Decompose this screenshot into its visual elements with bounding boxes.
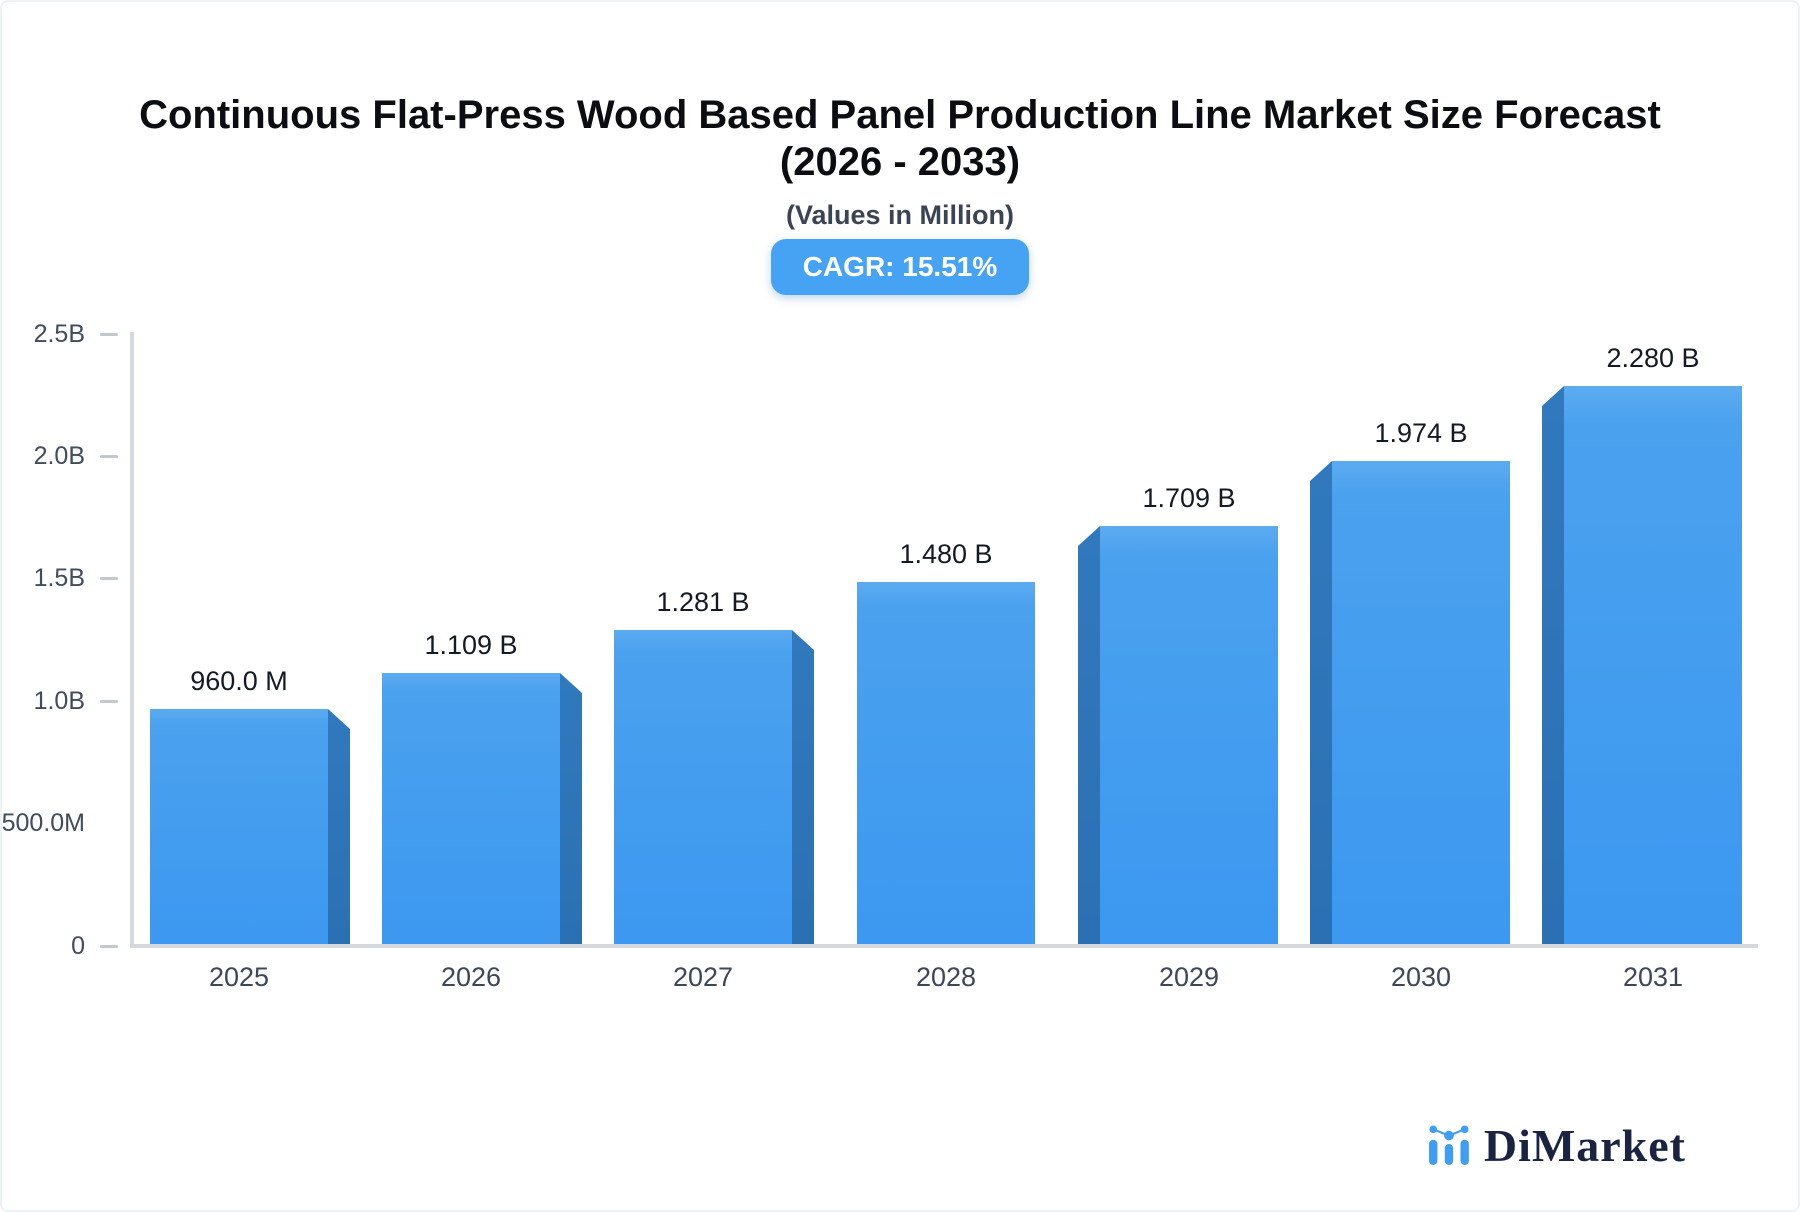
bar-2027 xyxy=(614,630,792,944)
y-tick-label: 1.0B xyxy=(33,686,85,715)
bar-2028 xyxy=(857,582,1035,944)
brand-logo-text: DiMarket xyxy=(1483,1120,1686,1172)
x-tick-label-2025: 2025 xyxy=(208,962,270,992)
x-tick-label-2027: 2027 xyxy=(672,962,734,992)
bar-2031 xyxy=(1564,386,1742,944)
y-tick: 1.5B xyxy=(34,564,118,594)
bar-slot: 1.974 B 2030 xyxy=(1294,332,1526,992)
y-tick-mark xyxy=(100,577,118,581)
bar-3d-side xyxy=(328,709,350,944)
y-tick-mark xyxy=(100,699,118,703)
y-tick-label: 0 xyxy=(71,931,85,960)
chart-subtitle: (Values in Million) xyxy=(785,200,1015,231)
bar-slot: 2.280 B 2031 xyxy=(1526,332,1758,992)
y-tick-label: 500.0M xyxy=(1,809,85,838)
bar-chart-dots-icon xyxy=(1428,1125,1469,1165)
y-tick: 500.0M xyxy=(2,809,118,839)
y-tick: 2.0B xyxy=(34,441,118,471)
bar-slots: 960.0 M 2025 1.109 B 2026 1.281 B 2027 1.480 B… xyxy=(134,332,1758,992)
bar-group-2031: 2.280 B 2031 xyxy=(1542,332,1742,992)
bar-group-2027: 1.281 B 2027 xyxy=(614,332,814,992)
y-tick-mark xyxy=(100,454,118,458)
bar-3d-side xyxy=(560,673,582,944)
y-tick: 2.5B xyxy=(34,319,118,349)
bar-2030 xyxy=(1332,461,1510,944)
bar-2025 xyxy=(150,709,328,944)
bar-slot: 1.109 B 2026 xyxy=(366,332,598,992)
bar-value-label: 1.480 B xyxy=(899,539,993,569)
bar-2029 xyxy=(1100,526,1278,944)
plot-area: 0 500.0M 1.0B 1.5B 2.0B 2.5B 960.0 M 2025 1.109… xyxy=(2,320,1758,992)
x-tick-label-2031: 2031 xyxy=(1622,962,1684,992)
x-tick-label-2028: 2028 xyxy=(915,962,977,992)
chart-header: Continuous Flat-Press Wood Based Panel P… xyxy=(2,2,1798,296)
page-title-line-2: (2026 - 2033) xyxy=(779,140,1021,185)
x-tick-label-2026: 2026 xyxy=(440,962,502,992)
bar-value-label: 1.974 B xyxy=(1374,418,1468,448)
brand-logo: DiMarket xyxy=(1428,1120,1686,1172)
bar-slot: 960.0 M 2025 xyxy=(134,332,366,992)
y-tick-label: 2.5B xyxy=(33,319,85,348)
bar-group-2030: 1.974 B 2030 xyxy=(1310,332,1510,992)
bar-3d-side xyxy=(1078,526,1100,944)
bar-3d-side xyxy=(1310,461,1332,944)
y-tick-label: 1.5B xyxy=(33,564,85,593)
bar-value-label: 960.0 M xyxy=(190,666,288,696)
page-title-line-1: Continuous Flat-Press Wood Based Panel P… xyxy=(139,93,1661,137)
bar-3d-side xyxy=(792,630,814,944)
bar-slot: 1.480 B 2028 xyxy=(830,332,1062,992)
y-tick-mark xyxy=(100,332,118,336)
bar-group-2029: 1.709 B 2029 xyxy=(1078,332,1278,992)
y-tick-label: 2.0B xyxy=(33,441,85,470)
bar-slot: 1.709 B 2029 xyxy=(1062,332,1294,992)
y-tick: 0 xyxy=(71,931,118,961)
bar-2026 xyxy=(382,673,560,944)
bar-value-label: 1.281 B xyxy=(656,587,750,617)
bar-group-2026: 1.109 B 2026 xyxy=(382,332,582,992)
bar-value-label: 2.280 B xyxy=(1606,343,1700,373)
y-tick-mark xyxy=(100,944,118,948)
x-tick-label-2030: 2030 xyxy=(1390,962,1452,992)
x-tick-label-2029: 2029 xyxy=(1158,962,1220,992)
bar-group-2028: 1.480 B 2028 xyxy=(857,332,1035,992)
bar-value-label: 1.109 B xyxy=(424,630,518,660)
bar-slot: 1.281 B 2027 xyxy=(598,332,830,992)
y-axis: 0 500.0M 1.0B 1.5B 2.0B 2.5B xyxy=(2,320,130,960)
bar-value-label: 1.709 B xyxy=(1142,483,1236,513)
bar-3d-side xyxy=(1542,386,1564,944)
y-tick: 1.0B xyxy=(34,686,118,716)
bar-group-2025: 960.0 M 2025 xyxy=(150,332,350,992)
cagr-badge: CAGR: 15.51% xyxy=(770,239,1030,296)
